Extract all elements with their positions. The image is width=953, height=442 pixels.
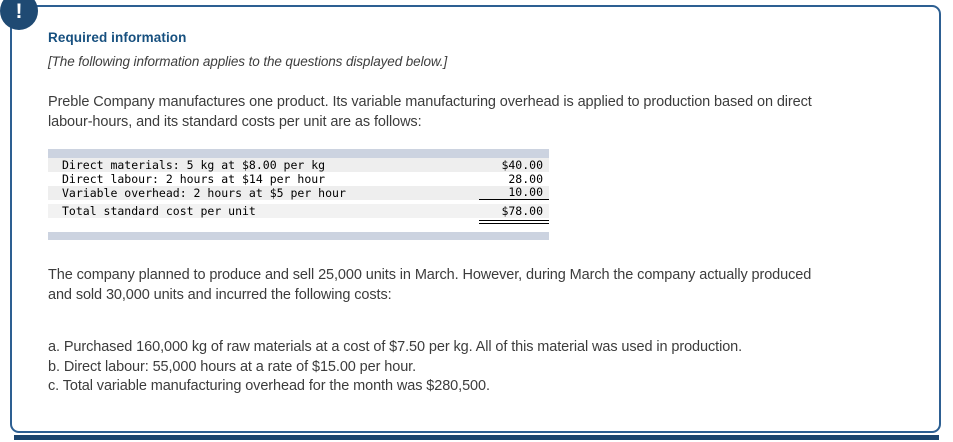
incurred-costs-list: a. Purchased 160,000 kg of raw materials… xyxy=(48,338,742,397)
row-label: Direct labour: 2 hours at $14 per hour xyxy=(62,172,326,186)
cost-item-a: a. Purchased 160,000 kg of raw materials… xyxy=(48,339,743,355)
section-divider-bar xyxy=(14,435,939,440)
total-double-underline xyxy=(479,220,549,224)
standard-cost-table: Direct materials: 5 kg at $8.00 per kg $… xyxy=(48,149,549,240)
row-amount: 28.00 xyxy=(508,172,543,186)
intro-line-2: labour-hours, and its standard costs per… xyxy=(48,114,422,130)
row-label: Direct materials: 5 kg at $8.00 per kg xyxy=(62,158,326,172)
body-line-2: and sold 30,000 units and incurred the f… xyxy=(48,287,392,303)
row-amount: $40.00 xyxy=(501,158,543,172)
cost-item-c: c. Total variable manufacturing overhead… xyxy=(48,378,490,394)
required-information-panel: Required information [The following info… xyxy=(10,5,941,433)
table-footer-bar xyxy=(48,232,549,240)
intro-line-1: Preble Company manufactures one product.… xyxy=(48,94,812,110)
table-row-total: Total standard cost per unit $78.00 xyxy=(48,204,549,218)
row-label: Variable overhead: 2 hours at $5 per hou… xyxy=(62,186,346,200)
applies-to-note: [The following information applies to th… xyxy=(48,54,448,69)
table-row-direct-labour: Direct labour: 2 hours at $14 per hour 2… xyxy=(48,172,549,186)
required-info-alert-icon: ! xyxy=(0,0,38,30)
exclamation-icon: ! xyxy=(15,0,23,23)
row-amount: 10.00 xyxy=(479,185,549,200)
intro-paragraph: Preble Company manufactures one product.… xyxy=(48,92,812,132)
production-paragraph: The company planned to produce and sell … xyxy=(48,265,811,305)
table-row-variable-overhead: Variable overhead: 2 hours at $5 per hou… xyxy=(48,185,549,200)
table-header-bar xyxy=(48,149,549,158)
table-row-direct-materials: Direct materials: 5 kg at $8.00 per kg $… xyxy=(48,158,549,172)
total-label: Total standard cost per unit xyxy=(62,204,256,218)
body-line-1: The company planned to produce and sell … xyxy=(48,267,812,283)
total-amount: $78.00 xyxy=(501,204,543,218)
cost-item-b: b. Direct labour: 55,000 hours at a rate… xyxy=(48,358,417,375)
panel-title: Required information xyxy=(48,30,187,45)
